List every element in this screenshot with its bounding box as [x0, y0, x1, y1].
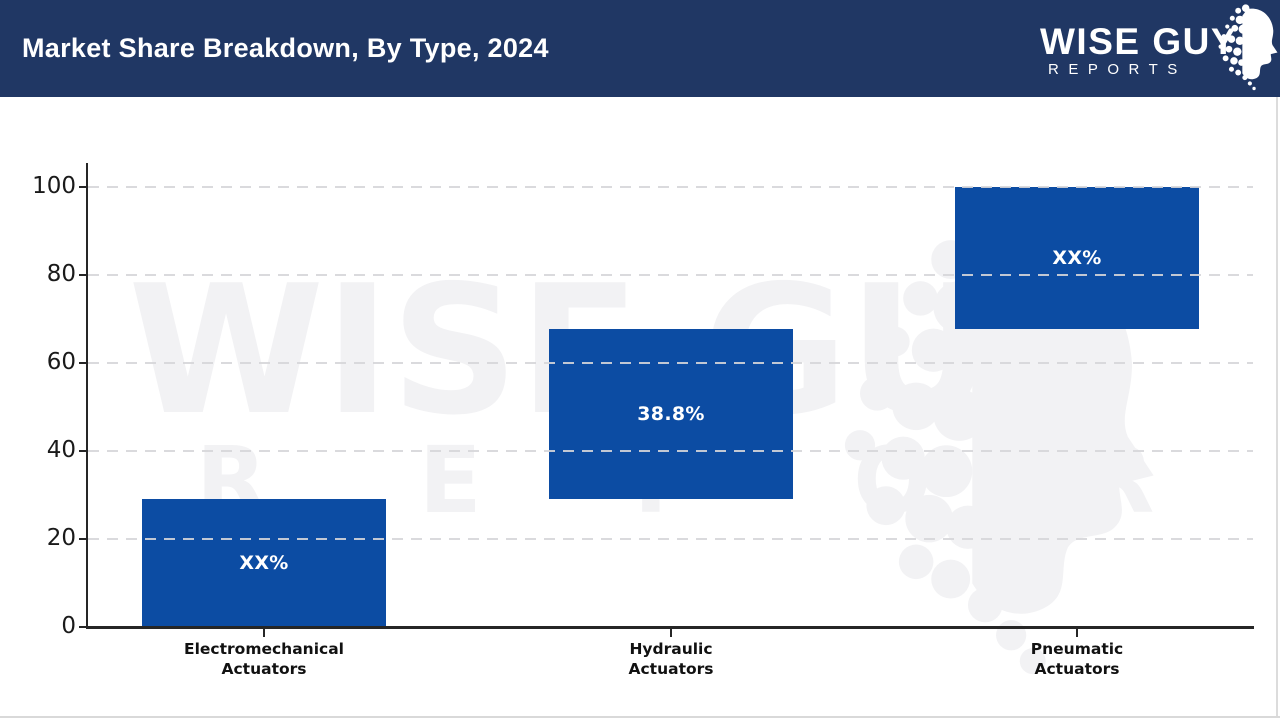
x-tick-mark: [263, 629, 265, 637]
chart-canvas: WISE GUY R E P O R T S 020406080100XX%El…: [0, 97, 1280, 720]
canvas-bottom-border: [0, 716, 1280, 718]
y-axis-line: [86, 163, 88, 629]
plot-area: 0 20 40 60 80 100 XX% Electromechanical Actuator…: [0, 97, 1280, 720]
gridline-80: [88, 274, 1253, 276]
page-title: Market Share Breakdown, By Type, 2024: [22, 33, 549, 63]
category-label-line: Pneumatic: [1030, 640, 1124, 658]
y-tick-mark: [79, 450, 88, 452]
y-tick-mark: [79, 626, 88, 628]
gridline-20: [88, 538, 1253, 540]
canvas-right-border: [1276, 97, 1278, 718]
bar-value-label: 38.8%: [637, 403, 705, 426]
category-label-line: Actuators: [628, 660, 714, 678]
category-label: Electromechanical Actuators: [104, 639, 424, 679]
y-tick-label: 20: [46, 525, 76, 551]
y-tick-label: 40: [46, 437, 76, 463]
header-band: Market Share Breakdown, By Type, 2024 WI…: [0, 0, 1280, 97]
bar-value-label: XX%: [1052, 246, 1102, 269]
y-tick-mark: [79, 274, 88, 276]
gridline-40: [88, 450, 1253, 452]
gridline-100: [88, 186, 1253, 188]
category-label-line: Electromechanical: [184, 640, 344, 658]
x-axis-line: [86, 626, 1254, 629]
category-label-line: Actuators: [221, 660, 307, 678]
bar-segment: 38.8%: [549, 328, 793, 500]
brand-logo: WISE GUY REPORTS: [980, 0, 1280, 97]
y-tick-label: 60: [46, 349, 76, 375]
brand-logo-subtext: REPORTS: [1048, 61, 1187, 78]
category-label: Pneumatic Actuators: [917, 639, 1237, 679]
dot-head-profile-icon: [1218, 4, 1278, 91]
brand-logo-wordmark: WISE GUY: [1040, 21, 1238, 62]
gridline-60: [88, 362, 1253, 364]
y-tick-label: 0: [61, 613, 76, 639]
y-tick-mark: [79, 186, 88, 188]
y-tick-mark: [79, 362, 88, 364]
x-tick-mark: [1076, 629, 1078, 637]
category-label: Hydraulic Actuators: [511, 639, 831, 679]
y-tick-label: 80: [46, 261, 76, 287]
bar-segment: XX%: [142, 499, 386, 627]
bar-value-label: XX%: [239, 552, 289, 575]
x-tick-mark: [670, 629, 672, 637]
bar-segment: XX%: [955, 187, 1199, 329]
category-label-line: Hydraulic: [629, 640, 713, 658]
y-tick-label: 100: [32, 173, 76, 199]
y-tick-mark: [79, 538, 88, 540]
category-label-line: Actuators: [1034, 660, 1120, 678]
